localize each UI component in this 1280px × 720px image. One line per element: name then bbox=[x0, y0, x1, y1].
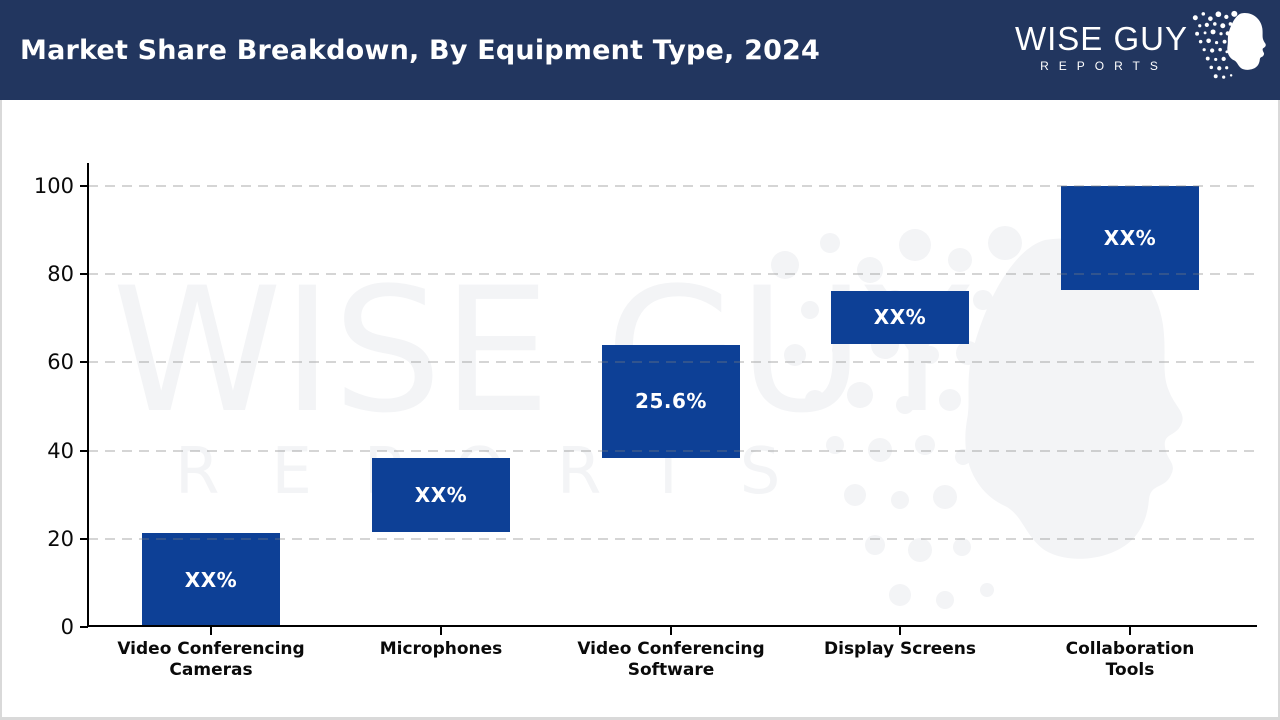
logo-text: WISE GUY REPORTS bbox=[1015, 22, 1188, 72]
bar-value-label: XX% bbox=[414, 483, 468, 508]
bar-segment: 25.6% bbox=[602, 344, 740, 458]
x-axis-category-label: Microphones bbox=[379, 639, 503, 659]
bar-segment: XX% bbox=[142, 533, 280, 627]
frame-border-bottom bbox=[0, 717, 1280, 720]
bar-value-label: XX% bbox=[1103, 225, 1157, 250]
header-bar: Market Share Breakdown, By Equipment Typ… bbox=[0, 0, 1280, 100]
watermark-text-1: WISE GUY bbox=[112, 250, 970, 451]
x-axis-category-label: Video Conferencing Software bbox=[577, 639, 765, 680]
x-axis-tick-mark bbox=[210, 627, 212, 635]
y-axis-tick-label: 100 bbox=[33, 174, 74, 198]
y-axis-tick-mark bbox=[80, 361, 88, 364]
x-axis-tick-mark bbox=[440, 627, 442, 635]
y-axis-tick-label: 40 bbox=[47, 438, 74, 463]
wise-guy-logo: WISE GUY REPORTS bbox=[1015, 6, 1268, 88]
logo-head-icon bbox=[1192, 10, 1266, 79]
frame-border-left bbox=[0, 100, 2, 720]
gridline bbox=[88, 273, 1257, 276]
y-axis-tick-mark bbox=[80, 626, 88, 628]
bar-value-label: 25.6% bbox=[635, 389, 707, 414]
bar-value-label: XX% bbox=[873, 305, 927, 330]
gridline bbox=[88, 537, 1257, 540]
x-axis-category-label: Collaboration Tools bbox=[1065, 639, 1195, 680]
y-axis-tick-mark bbox=[80, 449, 88, 452]
x-axis-tick-mark bbox=[1129, 627, 1131, 635]
y-axis-tick-label: 20 bbox=[47, 526, 74, 551]
y-axis-line bbox=[87, 163, 89, 627]
logo-name: WISE GUY bbox=[1014, 20, 1188, 57]
x-axis-tick-mark bbox=[670, 627, 672, 635]
page-title: Market Share Breakdown, By Equipment Typ… bbox=[20, 34, 821, 66]
y-axis-tick-label: 80 bbox=[47, 262, 74, 287]
bar-segment: XX% bbox=[372, 458, 510, 533]
bar-value-label: XX% bbox=[184, 568, 238, 593]
gridline bbox=[88, 449, 1257, 452]
x-axis-category-label: Video Conferencing Cameras bbox=[117, 639, 305, 680]
x-axis-category-label: Display Screens bbox=[824, 639, 976, 659]
frame-border-right bbox=[1278, 100, 1280, 720]
y-axis-tick-mark bbox=[80, 185, 88, 187]
bar-segment: XX% bbox=[1061, 186, 1199, 290]
gridline bbox=[88, 361, 1257, 364]
x-axis-tick-mark bbox=[899, 627, 901, 635]
y-axis-tick-label: 0 bbox=[60, 615, 74, 639]
bar-segment: XX% bbox=[831, 290, 969, 344]
y-axis-tick-label: 60 bbox=[47, 350, 74, 375]
logo-tagline: REPORTS bbox=[1040, 59, 1168, 73]
gridline bbox=[88, 185, 1257, 187]
x-axis-line bbox=[87, 625, 1257, 627]
y-axis-tick-mark bbox=[80, 273, 88, 276]
y-axis-tick-mark bbox=[80, 537, 88, 540]
